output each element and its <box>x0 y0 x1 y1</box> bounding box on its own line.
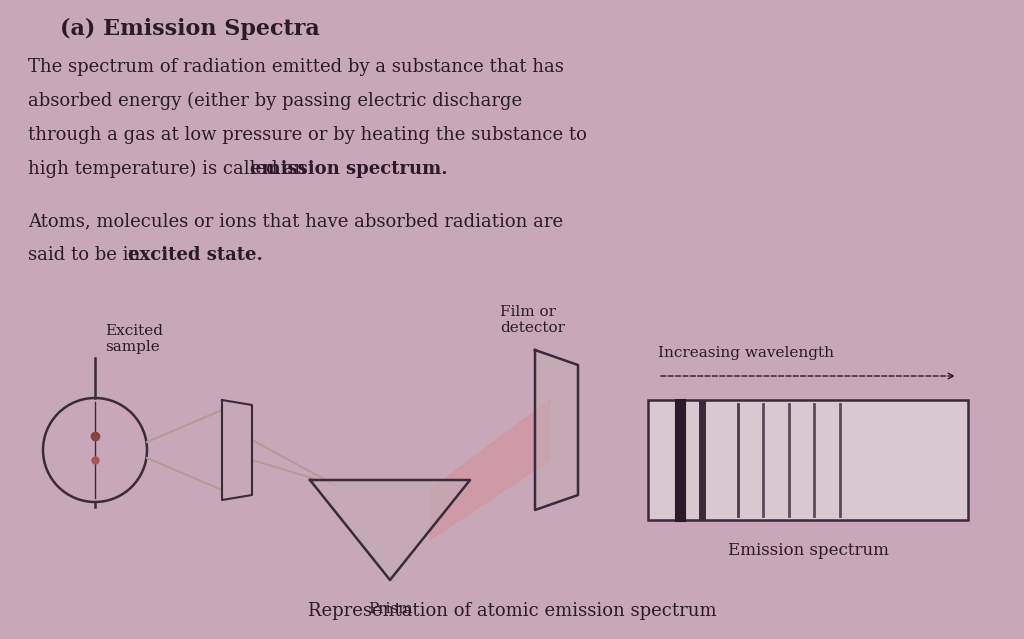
Polygon shape <box>535 350 578 510</box>
Text: The spectrum of radiation emitted by a substance that has: The spectrum of radiation emitted by a s… <box>28 58 564 76</box>
Text: (a) Emission Spectra: (a) Emission Spectra <box>60 18 319 40</box>
Text: emission spectrum.: emission spectrum. <box>250 160 447 178</box>
Text: absorbed energy (either by passing electric discharge: absorbed energy (either by passing elect… <box>28 92 522 111</box>
Text: said to be in: said to be in <box>28 246 146 264</box>
Text: Atoms, molecules or ions that have absorbed radiation are: Atoms, molecules or ions that have absor… <box>28 212 563 230</box>
Text: Prism: Prism <box>368 602 413 616</box>
Text: Increasing wavelength: Increasing wavelength <box>658 346 834 360</box>
Polygon shape <box>310 480 470 580</box>
Text: excited state.: excited state. <box>128 246 263 264</box>
Text: Excited
sample: Excited sample <box>105 324 163 354</box>
Text: high temperature) is called an: high temperature) is called an <box>28 160 311 178</box>
FancyBboxPatch shape <box>648 400 968 520</box>
Polygon shape <box>430 400 550 540</box>
Text: Representation of atomic emission spectrum: Representation of atomic emission spectr… <box>307 602 717 620</box>
Text: Emission spectrum: Emission spectrum <box>728 542 889 559</box>
Text: through a gas at low pressure or by heating the substance to: through a gas at low pressure or by heat… <box>28 126 587 144</box>
Polygon shape <box>222 400 252 500</box>
Text: Film or
detector: Film or detector <box>500 305 565 335</box>
